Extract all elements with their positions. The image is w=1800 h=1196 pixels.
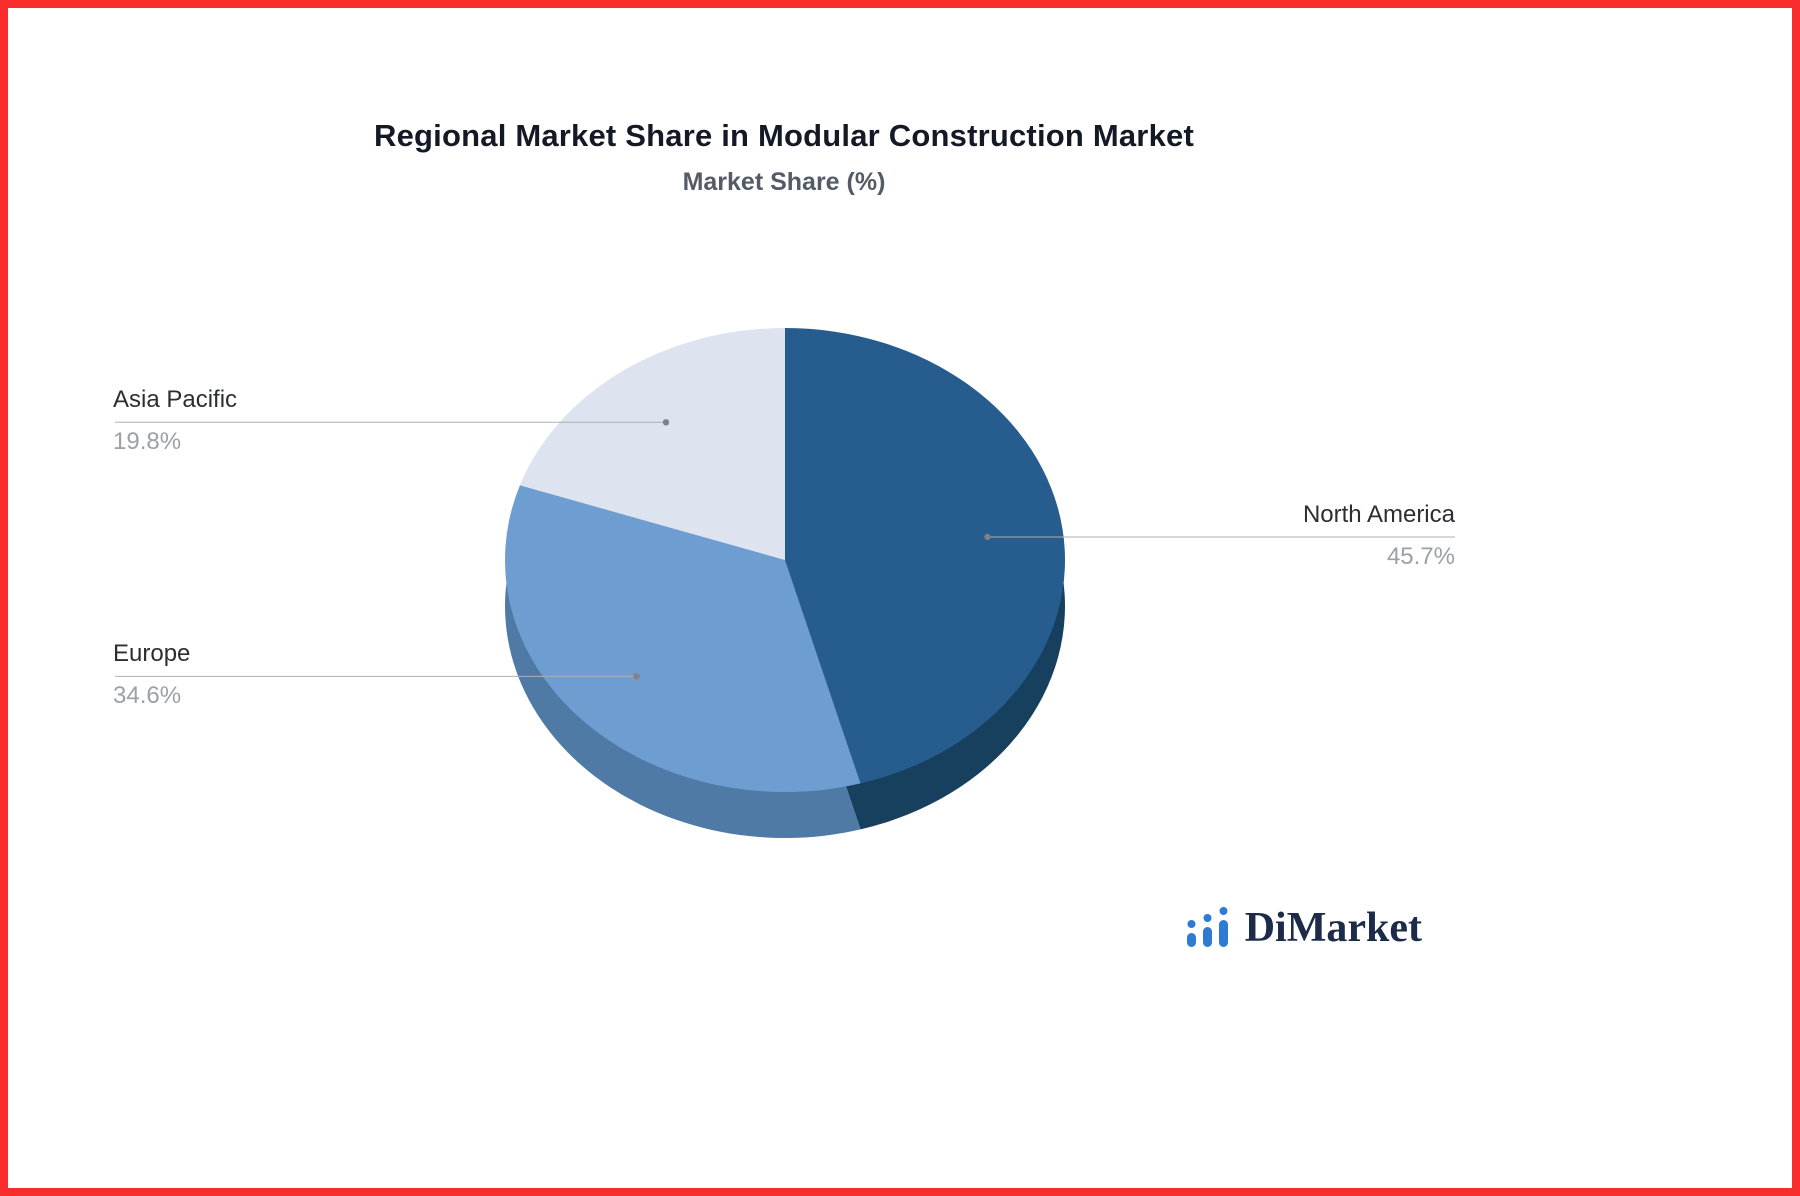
bar-chart-icon-bar [1218, 920, 1228, 947]
pie-label-north-america: North America 45.7% [1303, 501, 1455, 571]
pie-label-value-europe: 34.6% [113, 682, 182, 710]
chart-title: Regional Market Share in Modular Constru… [374, 118, 1194, 153]
bar-chart-icon-dot [1219, 907, 1228, 915]
pie-slice-europe[interactable] [504, 485, 861, 792]
leader-dot-europe [633, 673, 640, 680]
brand-logo-text: DiMarket [1244, 905, 1422, 951]
pie-leader-lines [115, 419, 1455, 680]
pie-label-name-europe: Europe [113, 640, 191, 668]
bar-chart-icon [1186, 907, 1228, 947]
brand-logo: DiMarket [1185, 905, 1422, 949]
bar-chart-icon-dot [1187, 920, 1196, 928]
pie-label-value-asia-pacific: 19.8% [113, 428, 182, 456]
pie-slice-north-america[interactable] [785, 328, 1065, 784]
leader-dot-north-america [984, 533, 991, 541]
pie-label-europe: Europe 34.6% [113, 640, 190, 710]
leader-dot-asia-pacific [662, 419, 670, 426]
pie-label-value-north-america: 45.7% [1386, 542, 1455, 570]
bar-chart-icon-bar [1202, 927, 1212, 947]
chart-subtitle: Market Share (%) [682, 168, 886, 196]
bar-chart-icon-bar [1186, 933, 1196, 947]
pie-top-layer [504, 328, 1065, 792]
bar-chart-icon-dot [1203, 914, 1212, 922]
pie-label-name-north-america: North America [1302, 500, 1455, 528]
pie-label-asia-pacific: Asia Pacific 19.8% [113, 386, 237, 456]
pie-slice-asia-pacific[interactable] [519, 328, 785, 560]
pie-label-name-asia-pacific: Asia Pacific [113, 386, 238, 414]
